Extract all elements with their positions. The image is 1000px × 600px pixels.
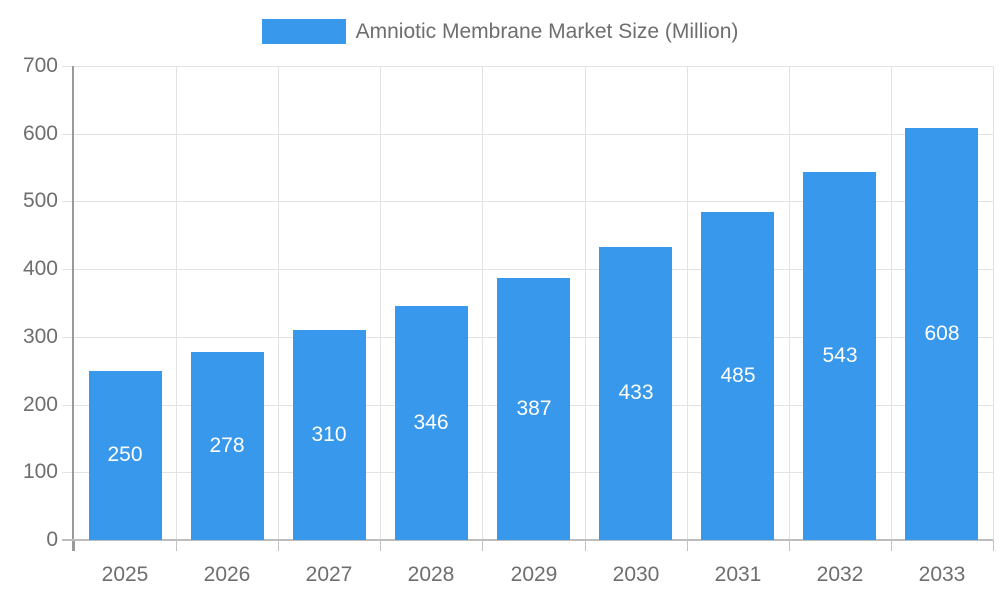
bar-value-label: 250 [107,443,143,466]
bar-2033[interactable] [905,128,978,540]
y-axis-tick [62,201,74,202]
horizontal-gridline [74,269,993,270]
vertical-gridline [176,66,177,540]
bar-value-label: 310 [311,423,347,446]
bar-2032[interactable] [803,172,876,540]
bar-value-label: 543 [822,344,858,367]
bar-value-label: 387 [516,397,552,420]
x-axis-line [62,539,993,541]
y-tick-label: 700 [22,54,58,77]
x-axis-tick [993,540,994,551]
y-axis-tick [62,472,74,473]
x-tick-label: 2025 [101,563,149,586]
bar-value-label: 346 [413,411,449,434]
bar-2029[interactable] [497,278,570,540]
x-tick-label: 2033 [918,563,966,586]
vertical-gridline [687,66,688,540]
x-tick-label: 2028 [407,563,455,586]
legend-label: Amniotic Membrane Market Size (Million) [355,19,739,43]
y-axis-tick [62,269,74,270]
horizontal-gridline [74,66,993,67]
y-tick-label: 100 [22,460,58,483]
y-axis-tick [62,134,74,135]
horizontal-gridline [74,201,993,202]
vertical-gridline [789,66,790,540]
bar-value-label: 433 [618,381,654,404]
x-axis-tick [585,540,586,551]
y-axis-tick [62,337,74,338]
y-tick-label: 0 [46,528,58,551]
bar-2027[interactable] [293,330,366,540]
x-tick-label: 2030 [612,563,660,586]
x-tick-label: 2032 [816,563,864,586]
x-tick-label: 2027 [305,563,353,586]
bar-value-label: 608 [924,322,960,345]
vertical-gridline [585,66,586,540]
vertical-gridline [891,66,892,540]
x-axis-tick [482,540,483,551]
y-tick-label: 500 [22,189,58,212]
x-axis-tick [789,540,790,551]
bar-2031[interactable] [701,212,774,540]
y-tick-label: 400 [22,257,58,280]
y-tick-label: 300 [22,325,58,348]
vertical-gridline [380,66,381,540]
x-axis-tick [891,540,892,551]
bar-value-label: 278 [209,434,245,457]
y-axis-tick [62,66,74,67]
y-tick-label: 200 [22,393,58,416]
horizontal-gridline [74,134,993,135]
y-tick-label: 600 [22,122,58,145]
legend-swatch [261,18,346,44]
x-axis-tick [176,540,177,551]
vertical-gridline [993,66,994,540]
x-axis-tick [278,540,279,551]
chart-legend[interactable]: Amniotic Membrane Market Size (Million) [0,17,1000,45]
x-tick-label: 2029 [510,563,558,586]
bar-2030[interactable] [599,247,672,540]
x-axis-tick [74,540,75,551]
y-axis-line [72,66,74,551]
vertical-gridline [278,66,279,540]
x-tick-label: 2026 [203,563,251,586]
x-tick-label: 2031 [714,563,762,586]
bar-2025[interactable] [89,371,162,540]
vertical-gridline [482,66,483,540]
bar-2026[interactable] [191,352,264,540]
bar-value-label: 485 [720,364,756,387]
y-axis-tick [62,405,74,406]
x-axis-tick [687,540,688,551]
x-axis-tick [380,540,381,551]
bar-2028[interactable] [395,306,468,540]
